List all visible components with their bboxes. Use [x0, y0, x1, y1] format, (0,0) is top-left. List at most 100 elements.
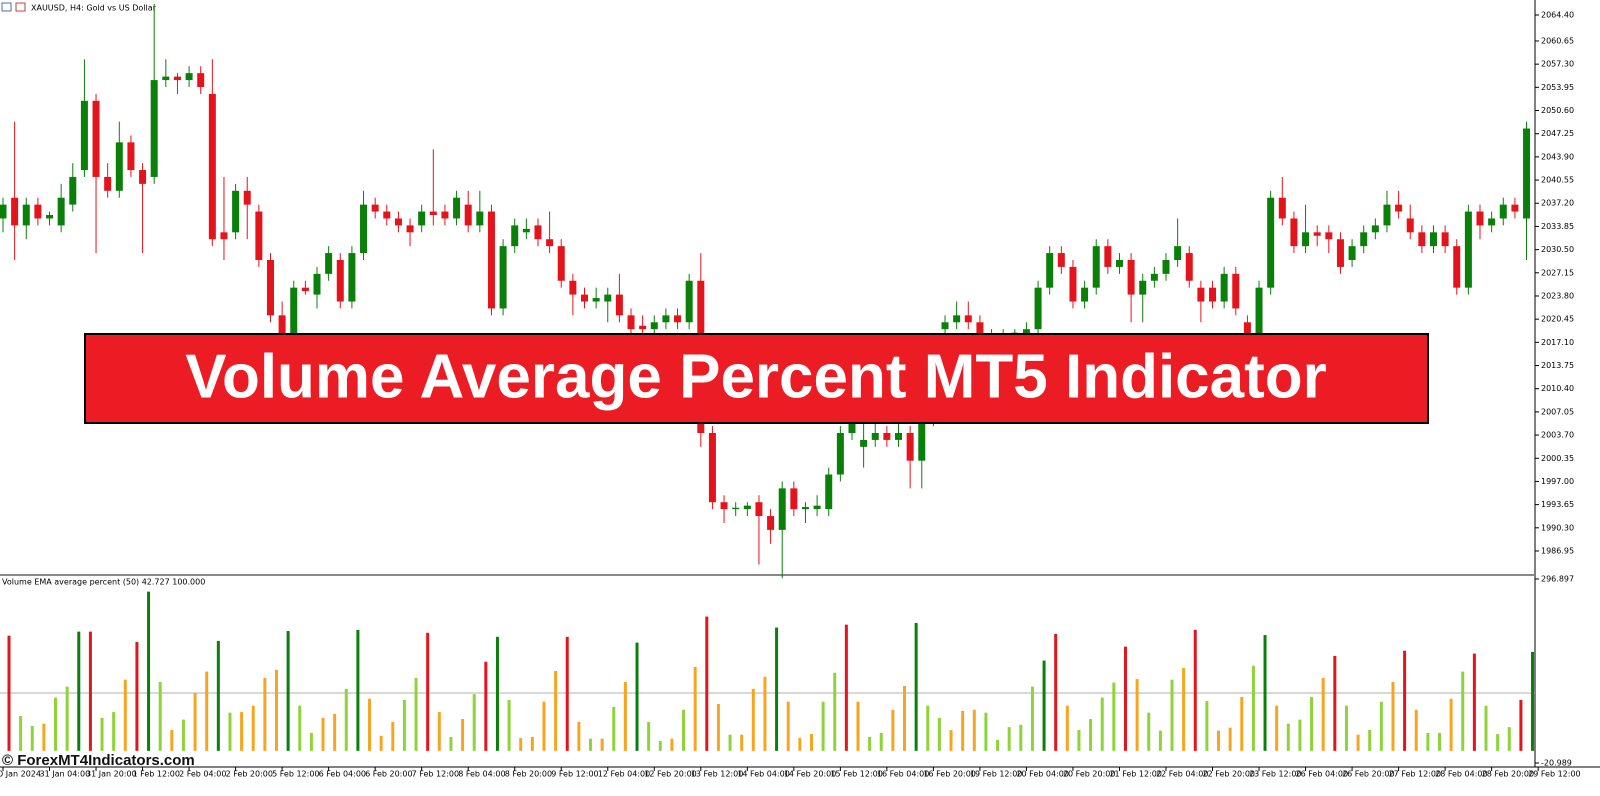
candle-body [371, 204, 379, 212]
candle-body [1104, 246, 1112, 267]
y-tick-label: 2027.15 [1541, 268, 1574, 277]
candle-body [1034, 287, 1042, 330]
x-tick-label: 30 Jan 2024 [0, 770, 41, 779]
volume-bar [1123, 646, 1127, 751]
candle-body [639, 325, 647, 330]
volume-bar [903, 686, 907, 751]
volume-bar [1391, 681, 1395, 751]
candle-body [871, 433, 879, 440]
candle-body [1220, 273, 1228, 302]
candle-body [476, 211, 484, 226]
volume-bar [1147, 712, 1151, 751]
candle-body [208, 93, 216, 240]
candle-body [92, 100, 100, 177]
volume-bar [472, 694, 476, 751]
volume-bar [1158, 730, 1162, 751]
volume-bar [542, 701, 546, 751]
indicator-title: Volume EMA average percent (50) 42.727 1… [2, 578, 205, 587]
x-tick-label: 7 Feb 12:00 [412, 770, 459, 779]
volume-bar [135, 642, 139, 751]
volume-bar [1414, 709, 1418, 751]
candle-body [906, 433, 914, 461]
candle-body [1511, 204, 1519, 212]
x-tick-label: 28 Feb 04:00 [1435, 770, 1487, 779]
y-tick-label: 2007.05 [1541, 407, 1574, 416]
volume-bar [1484, 705, 1488, 751]
volume-bar [1344, 705, 1348, 751]
x-tick-label: 12 Feb 20:00 [644, 770, 696, 779]
volume-bar [1217, 730, 1221, 751]
candle-body [836, 433, 844, 475]
candle-body [127, 142, 135, 171]
candle-body [1325, 232, 1333, 240]
volume-bar [1205, 701, 1209, 751]
candle-body [1429, 232, 1437, 247]
candle-body [1523, 128, 1531, 219]
candle-body [1255, 287, 1263, 357]
x-tick-label: 5 Feb 12:00 [272, 770, 319, 779]
candle-body [1488, 218, 1496, 226]
y-tick-label: 1997.00 [1541, 477, 1574, 486]
volume-bar [844, 624, 848, 751]
candle-body [453, 197, 461, 219]
volume-bar [344, 688, 348, 751]
candle-body [220, 232, 228, 240]
volume-bar [635, 642, 639, 751]
candle-body [1313, 232, 1321, 236]
volume-bar [65, 686, 69, 751]
volume-bar [251, 705, 255, 751]
volume-bar [996, 739, 1000, 751]
candle-body [46, 215, 54, 219]
volume-bar [77, 631, 81, 751]
volume-bar [1100, 697, 1104, 751]
volume-bar [1251, 665, 1255, 751]
y-tick-label: 2030.50 [1541, 245, 1574, 254]
y-tick-label: 2010.40 [1541, 384, 1574, 393]
y-tick-label: 2000.35 [1541, 454, 1574, 463]
banner [84, 333, 1429, 424]
candle-body [464, 204, 472, 226]
candle-body [115, 142, 123, 191]
volume-bar [170, 730, 174, 751]
volume-bar [54, 697, 58, 751]
watermark: © ForexMT4Indicators.com [2, 752, 195, 769]
candle-body [813, 505, 821, 510]
x-tick-label: 29 Feb 12:00 [1528, 770, 1580, 779]
volume-bar [647, 721, 651, 751]
candle-body [57, 197, 65, 226]
volume-bar [914, 622, 918, 751]
volume-bar [205, 671, 209, 751]
candle-body [918, 419, 926, 461]
volume-bar [147, 591, 151, 751]
candle-body [743, 505, 751, 510]
candle-body [662, 315, 670, 323]
volume-bar [437, 712, 441, 751]
candle-body [627, 315, 635, 330]
volume-bar [577, 721, 581, 751]
x-tick-label: 22 Feb 20:00 [1203, 770, 1255, 779]
volume-bar [1333, 655, 1337, 751]
volume-bar [519, 738, 523, 751]
candle-body [1209, 287, 1217, 302]
volume-bar [333, 713, 337, 751]
candle-body [429, 211, 437, 216]
candle-body [964, 315, 972, 323]
candle-body [1278, 197, 1286, 219]
y-tick-label: 2064.40 [1541, 11, 1574, 20]
volume-bar [181, 719, 185, 751]
volume-bar [298, 705, 302, 751]
x-tick-label: 8 Feb 20:00 [505, 770, 552, 779]
candle-body [139, 170, 147, 184]
volume-bar [1403, 650, 1407, 751]
candle-body [232, 190, 240, 233]
symbol-title: XAUUSD, H4: Gold vs US Dollar [31, 4, 157, 13]
candle-body [1418, 232, 1426, 247]
candle-body [1139, 280, 1147, 295]
volume-bar [88, 631, 92, 751]
volume-bar [775, 627, 779, 751]
marks: 2064.40 2060.65 2057.30 2053.95 2050.60 2047.… [0, 3, 1581, 779]
candle-body [708, 433, 716, 503]
volume-bar [1240, 697, 1244, 751]
volume-bar [1461, 671, 1465, 751]
volume-bar [1356, 734, 1360, 751]
